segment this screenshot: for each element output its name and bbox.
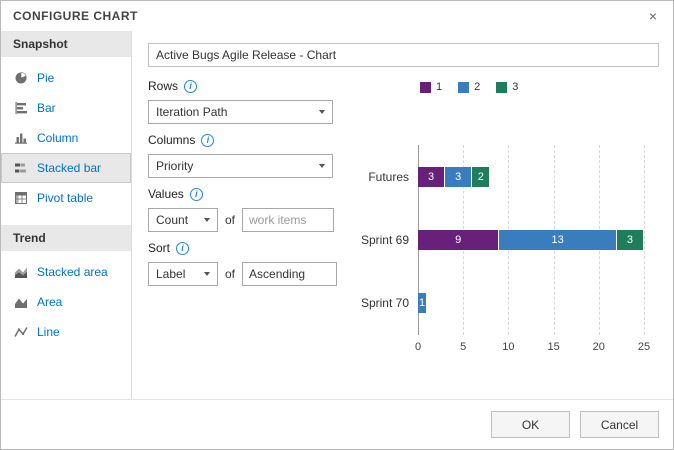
chevron-down-icon [204,218,210,222]
gridline [644,145,645,335]
column-chart-icon [14,131,28,145]
chevron-down-icon [204,272,210,276]
sort-field-value: Label [156,267,186,281]
sidebar-item-pie[interactable]: Pie [1,63,131,93]
values-aggregation-value: Count [156,213,189,227]
sidebar-item-label: Pivot table [37,191,94,205]
bar-segment: 2 [472,166,491,187]
category-label: Futures [368,169,409,184]
chart-bar-row: 9 13 3 [418,208,644,271]
chart-type-sidebar: Snapshot Pie Bar [1,31,132,399]
category-label: Sprint 69 [360,232,409,247]
bar-segment: 3 [616,229,644,250]
dialog-title: CONFIGURE CHART [13,9,138,23]
legend-item: 1 [420,81,442,93]
sidebar-item-area[interactable]: Area [1,287,131,317]
x-tick-label: 0 [414,341,422,353]
chevron-down-icon [319,164,325,168]
sidebar-item-label: Pie [37,71,55,85]
ok-button[interactable]: OK [491,411,570,438]
columns-label: Columns [148,133,196,147]
values-label: Values [148,187,184,201]
values-aggregation-dropdown[interactable]: Count [148,208,218,232]
sidebar-item-label: Stacked bar [37,161,102,175]
chart-legend: 1 2 3 [420,81,659,93]
info-icon[interactable] [184,79,198,93]
legend-label: 1 [436,81,443,93]
columns-dropdown[interactable]: Priority [148,154,333,178]
sidebar-item-pivot-table[interactable]: Pivot table [1,183,131,213]
rows-dropdown-value: Iteration Path [156,105,228,119]
info-icon[interactable] [201,133,215,147]
close-icon[interactable]: × [648,8,657,24]
chart-settings-form: Rows Iteration Path Columns [148,79,348,356]
legend-item: 3 [496,81,518,93]
area-chart-icon [14,295,28,309]
dialog-titlebar: CONFIGURE CHART × [1,1,673,31]
sort-label: Sort [148,241,171,255]
chart-plot: 3 3 2 9 13 3 1 [418,145,645,335]
pie-chart-icon [14,71,28,85]
values-of-text: of [225,213,236,227]
chart-config-content: Rows Iteration Path Columns [132,31,673,399]
sidebar-item-label: Bar [37,101,56,115]
legend-label: 3 [512,81,519,93]
bar-segment: 13 [499,229,617,250]
sort-field-dropdown[interactable]: Label [148,262,218,286]
rows-label: Rows [148,79,179,93]
sidebar-item-stacked-area[interactable]: Stacked area [1,257,131,287]
chart-bar-row: 1 [418,272,644,335]
chart-name-input[interactable] [148,43,659,67]
legend-item: 2 [458,81,480,93]
info-icon[interactable] [189,187,203,201]
x-tick-label: 5 [460,341,467,353]
x-axis-labels: 0 5 10 15 20 25 [414,341,650,356]
sidebar-item-label: Line [37,325,60,339]
dialog-footer: OK Cancel [1,399,673,449]
sort-direction-input[interactable] [242,262,338,286]
values-field-input[interactable] [242,208,335,232]
sidebar-item-column[interactable]: Column [1,123,131,153]
info-icon[interactable] [176,241,190,255]
x-tick-label: 10 [502,341,515,353]
sidebar-item-label: Column [37,131,79,145]
pivot-table-icon [14,191,28,205]
sidebar-item-label: Stacked area [37,265,108,279]
section-header-trend: Trend [1,225,131,251]
x-tick-label: 20 [592,341,605,353]
rows-dropdown[interactable]: Iteration Path [148,100,333,124]
legend-swatch [458,81,470,93]
bar-chart-icon [14,101,28,115]
sidebar-item-label: Area [37,295,63,309]
x-tick-label: 15 [547,341,560,353]
legend-label: 2 [474,81,481,93]
x-tick-label: 25 [637,341,651,353]
bar-segment: 9 [418,229,500,250]
stacked-bar-chart-icon [14,161,28,175]
category-labels: Futures Sprint 69 Sprint 70 [350,145,418,335]
bar-segment: 3 [445,166,473,187]
line-chart-icon [14,325,28,339]
bar-segment: 1 [418,293,428,314]
sidebar-item-line[interactable]: Line [1,317,131,347]
cancel-button[interactable]: Cancel [580,411,659,438]
chevron-down-icon [319,110,325,114]
columns-dropdown-value: Priority [156,159,194,173]
sort-of-text: of [225,267,236,281]
category-label: Sprint 70 [360,296,409,311]
bar-segment: 3 [418,166,446,187]
legend-swatch [420,81,431,93]
section-header-snapshot: Snapshot [1,31,131,57]
sidebar-item-stacked-bar[interactable]: Stacked bar [1,153,131,183]
stacked-area-chart-icon [14,265,28,279]
sidebar-item-bar[interactable]: Bar [1,93,131,123]
legend-swatch [496,81,508,93]
